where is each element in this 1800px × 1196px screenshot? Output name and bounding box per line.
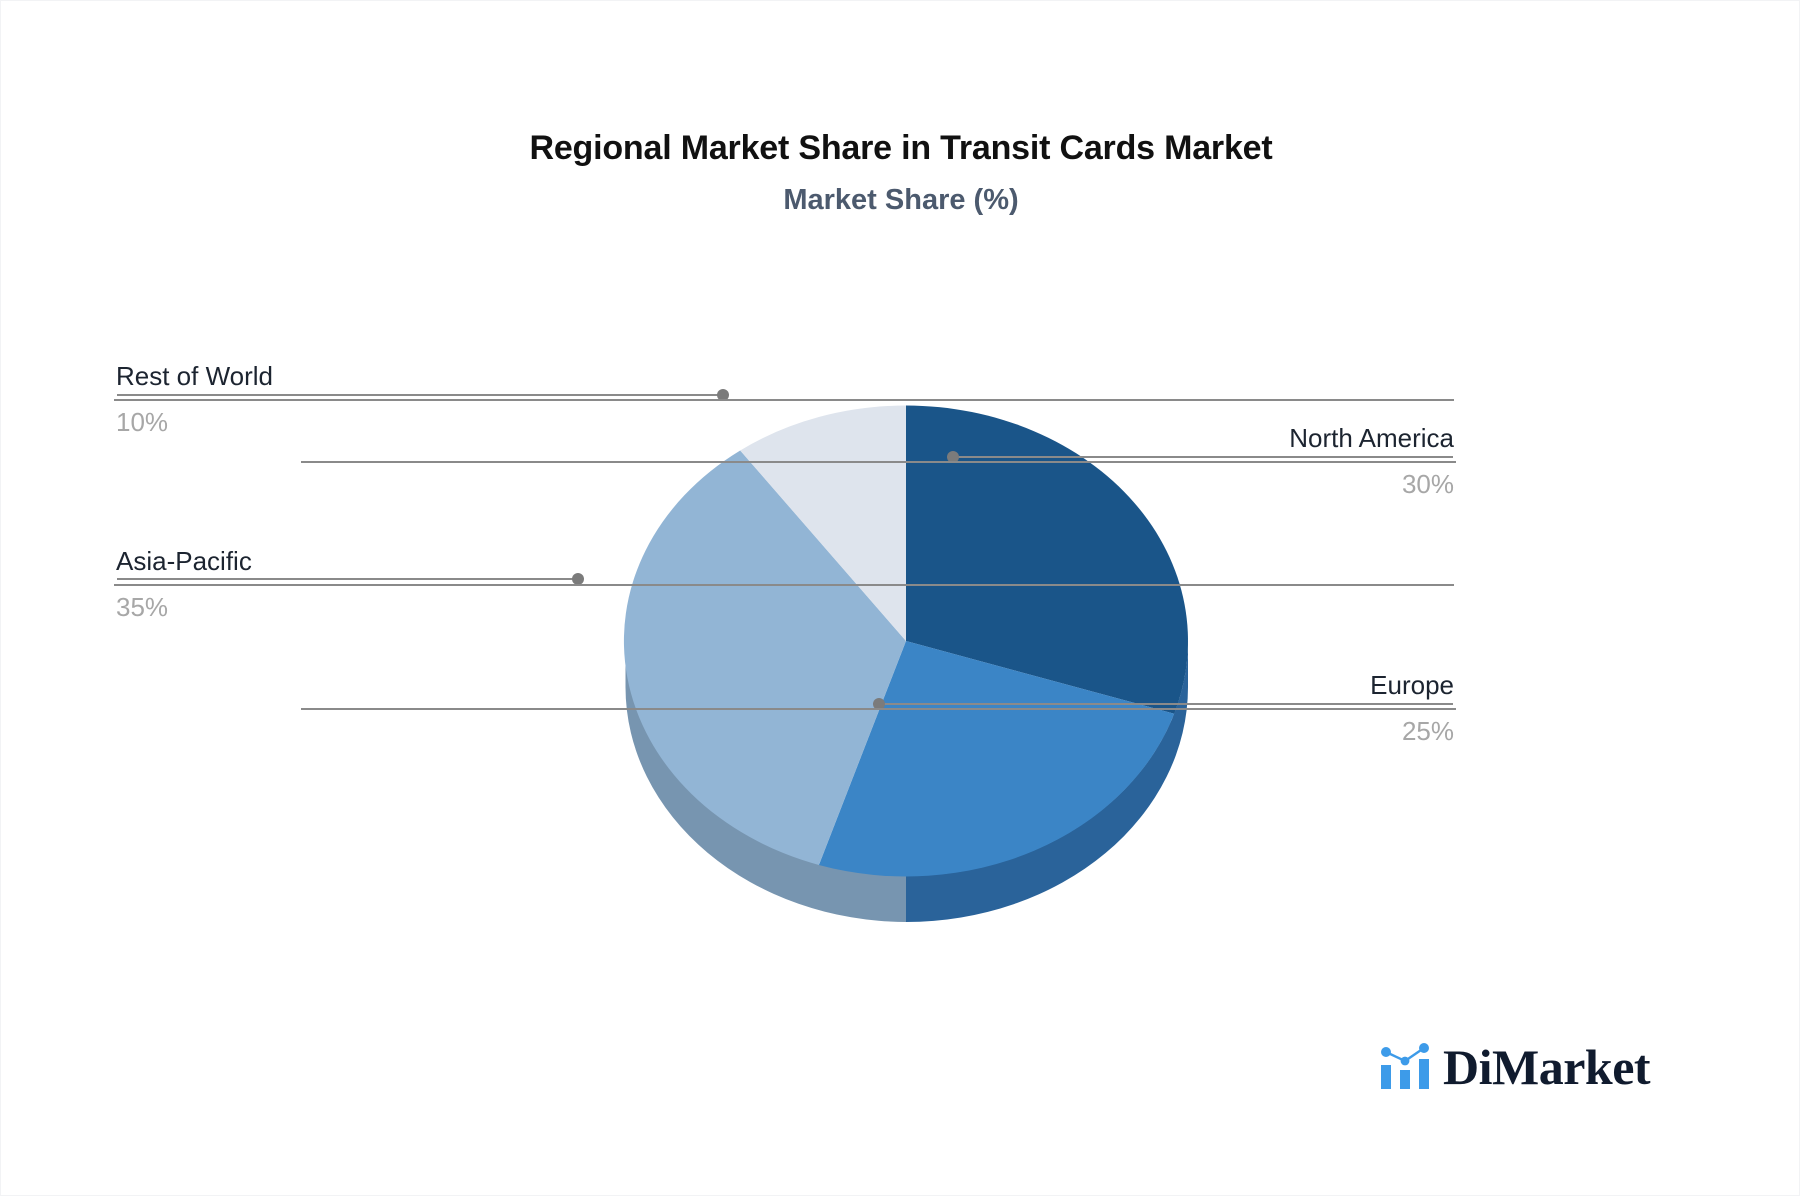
callout-label-asia-pacific: Asia-Pacific — [116, 546, 252, 576]
callout-rule-asia-pacific — [114, 584, 1454, 587]
leader-lines — [117, 394, 1453, 705]
pie-slice-rest-of-world[interactable] — [740, 405, 906, 641]
bar-chart-icon — [1379, 1037, 1433, 1096]
pie-slice-north-america[interactable] — [906, 405, 1188, 714]
page-title: Regional Market Share in Transit Cards M… — [529, 129, 1273, 167]
callout-label-europe: Europe — [1370, 670, 1454, 700]
callout-europe: Europe 25% — [301, 670, 1456, 747]
page-subtitle: Market Share (%) — [783, 184, 1019, 217]
title-block: Regional Market Share in Transit Cards M… — [1, 129, 1799, 217]
pie-slice-europe[interactable] — [818, 641, 1175, 877]
pie-slice-asia-pacific[interactable] — [623, 450, 906, 865]
callout-value-europe: 25% — [1401, 716, 1454, 747]
pie-wall-asia-pacific — [625, 641, 906, 922]
callout-rule-rest-of-world — [114, 399, 1454, 402]
leader-dot-rest-of-world — [717, 389, 729, 401]
bar-chart-icon-svg — [1381, 1043, 1429, 1089]
leader-dots — [572, 389, 959, 710]
callout-north-america: North America 30% — [301, 423, 1456, 500]
callout-rest-of-world: Rest of World 10% — [114, 361, 1454, 438]
callout-rule-europe — [301, 708, 1456, 711]
callout-value-asia-pacific: 35% — [116, 592, 169, 623]
brand-name: DiMarket — [1443, 1038, 1651, 1095]
callout-value-rest-of-world: 10% — [116, 407, 169, 438]
leader-dot-asia-pacific — [572, 573, 584, 585]
pie-depth-walls — [625, 641, 1188, 922]
callout-value-north-america: 30% — [1401, 469, 1454, 500]
pie-wall-europe — [906, 641, 1188, 922]
callout-label-north-america: North America — [1289, 423, 1454, 453]
callout-label-rest-of-world: Rest of World — [116, 361, 274, 391]
callout-asia-pacific: Asia-Pacific 35% — [114, 546, 1454, 623]
leader-dot-europe — [873, 698, 885, 710]
callout-rule-north-america — [301, 461, 1456, 464]
brand-logo: DiMarket — [1379, 1037, 1651, 1096]
pie-top-face — [623, 405, 1188, 877]
leader-dot-north-america — [947, 451, 959, 463]
